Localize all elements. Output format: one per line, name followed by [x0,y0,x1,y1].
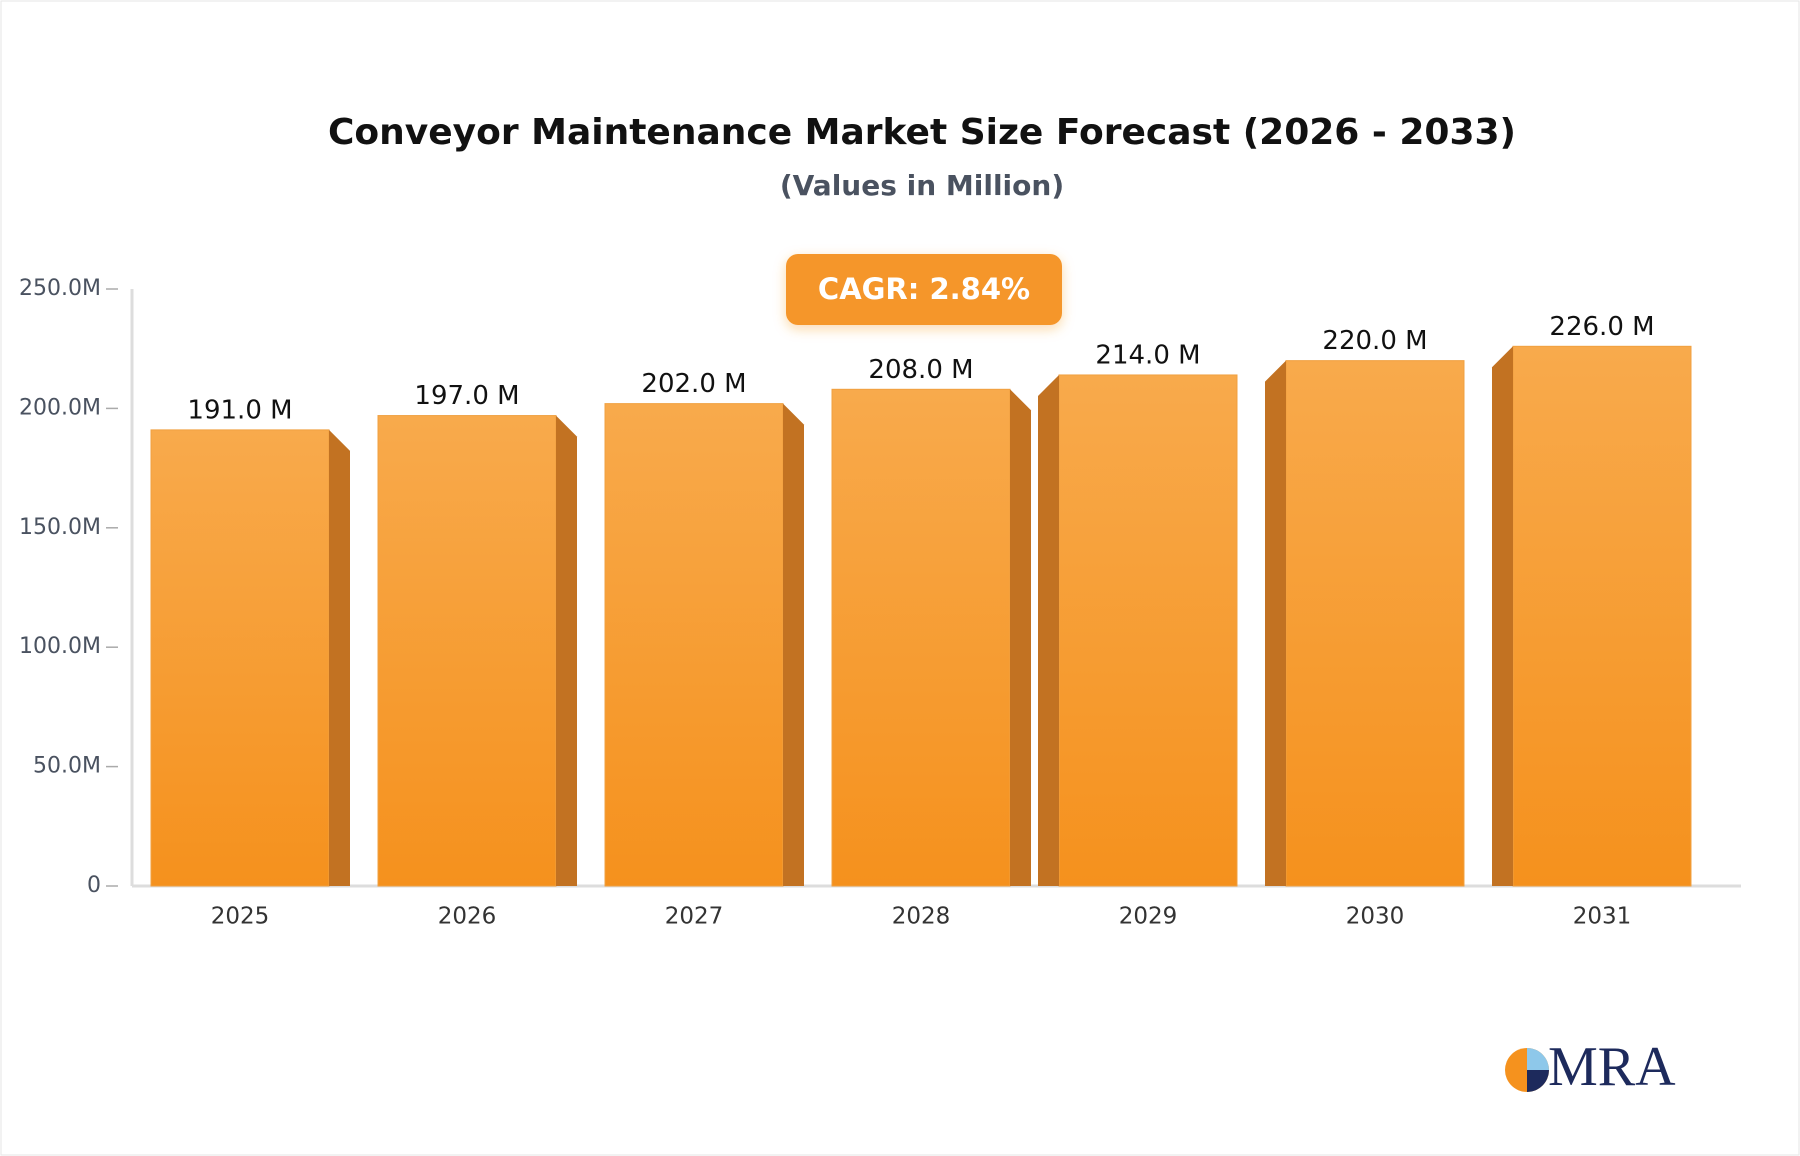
x-tick-label: 2028 [892,904,951,930]
cagr-badge [786,254,1062,325]
bar-side [1265,360,1286,886]
chart-subtitle: (Values in Million) [780,169,1064,202]
y-tick-label: 50.0M [33,754,101,779]
bar-side [329,429,350,886]
bar-front [377,415,557,887]
x-tick-label: 2027 [665,904,724,930]
bar-front [1058,374,1238,887]
x-tick-label: 2030 [1346,904,1405,930]
y-tick-label: 250.0M [19,276,101,301]
bar-side [556,415,577,886]
logo-text: MRA [1548,1036,1676,1098]
y-tick-label: 0 [87,873,101,898]
x-tick-label: 2025 [211,904,270,930]
bar [604,403,804,887]
bar-front [1285,360,1465,887]
bar [1038,374,1238,887]
value-label: 208.0 M [868,355,973,385]
bar [377,415,577,887]
value-label: 226.0 M [1549,312,1654,342]
bar [150,429,350,887]
bar-front [150,429,330,887]
value-label: 197.0 M [414,381,519,411]
bar [831,388,1031,887]
value-label: 202.0 M [641,369,746,399]
logo-icon-slice [1527,1048,1549,1070]
bar-side [1010,389,1031,886]
logo: MRA [1505,1036,1676,1098]
x-tick-label: 2031 [1573,904,1632,930]
logo-icon-slice [1527,1070,1549,1092]
value-label: 214.0 M [1095,340,1200,370]
bar-side [1038,374,1059,886]
chart-title: Conveyor Maintenance Market Size Forecas… [328,112,1516,153]
value-label: 191.0 M [187,395,292,425]
x-tick-label: 2026 [438,904,497,930]
bar [1492,345,1692,887]
bar-side [783,403,804,886]
y-tick-label: 150.0M [19,515,101,540]
bar-front [831,388,1011,887]
bar-front [1512,345,1692,887]
y-tick-label: 100.0M [19,634,101,659]
bar-side [1492,346,1513,886]
bar [1265,360,1465,887]
cagr-label: CAGR: 2.84% [818,272,1030,306]
x-tick-label: 2029 [1119,904,1178,930]
value-label: 220.0 M [1322,326,1427,356]
y-tick-label: 200.0M [19,395,101,420]
bar-front [604,403,784,887]
